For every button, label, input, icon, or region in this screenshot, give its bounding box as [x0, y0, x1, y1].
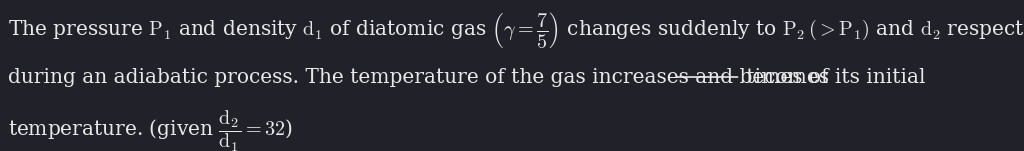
Text: The pressure $\mathrm{P_1}$ and density $\mathrm{d_1}$ of diatomic gas $\left(\g: The pressure $\mathrm{P_1}$ and density …: [8, 10, 1024, 50]
Text: during an adiabatic process. The temperature of the gas increases and becomes: during an adiabatic process. The tempera…: [8, 67, 836, 87]
Text: temperature. (given $\dfrac{\mathrm{d_2}}{\mathrm{d_1}} = 32$): temperature. (given $\dfrac{\mathrm{d_2}…: [8, 109, 293, 151]
Text: times of its initial: times of its initial: [740, 67, 926, 87]
